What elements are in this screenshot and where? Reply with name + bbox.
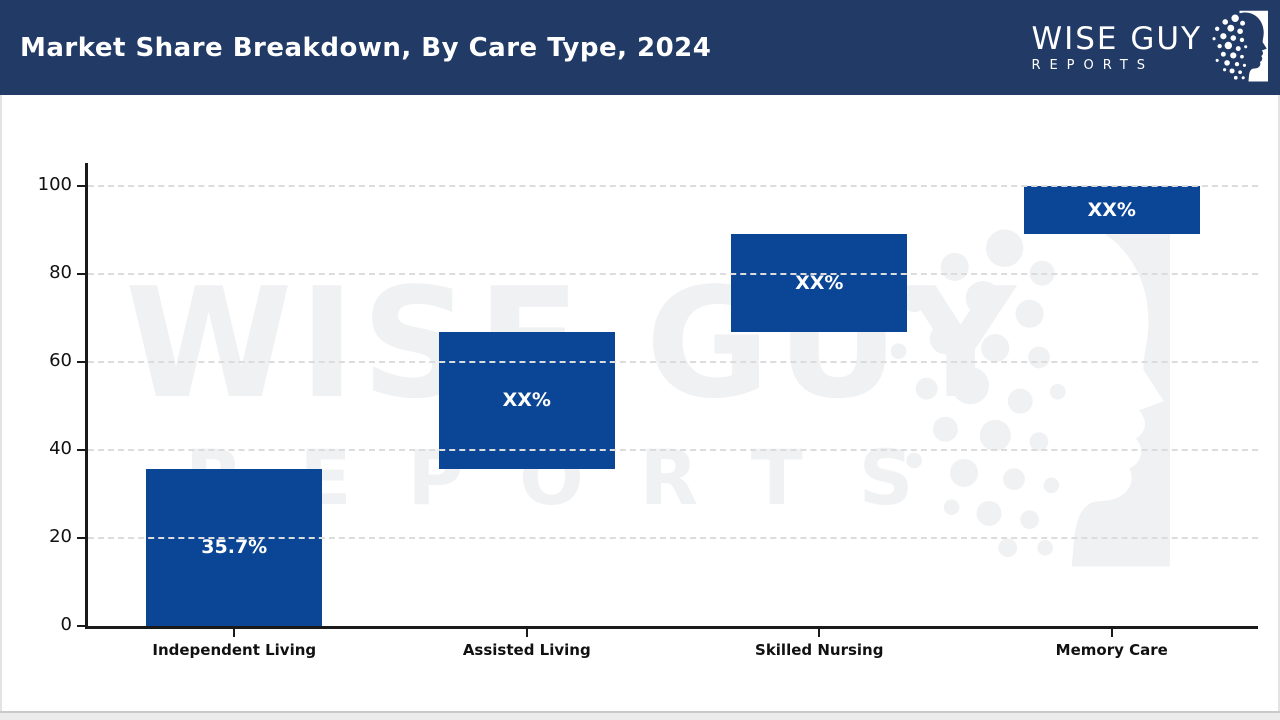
y-axis-tick-label: 0 (60, 614, 72, 635)
category-label: Memory Care (1055, 641, 1168, 659)
y-axis-tick-40 (77, 449, 85, 451)
x-axis-tick-2 (818, 629, 821, 637)
y-axis-tick-label: 80 (49, 262, 72, 283)
gridline-40 (88, 449, 1258, 451)
x-axis-line (85, 626, 1258, 629)
y-axis-tick-100 (77, 185, 85, 187)
brand-logo: WISE GUY REPORTS (1031, 8, 1280, 88)
bar-2 (731, 233, 908, 332)
bar-3 (1023, 186, 1200, 234)
bar-value-label: XX% (795, 271, 844, 294)
category-label: Assisted Living (462, 641, 591, 659)
page-title: Market Share Breakdown, By Care Type, 20… (20, 32, 712, 63)
gridline-20 (88, 537, 1258, 539)
chart-canvas: WISE GUY REPORTS 0 20 40 60 80 100 35.7% Indepe… (0, 95, 1280, 711)
y-axis-line (85, 163, 88, 629)
gridline-80 (88, 273, 1258, 275)
x-axis-tick-1 (525, 629, 528, 637)
gridline-60 (88, 361, 1258, 363)
logo-face-icon (1206, 8, 1268, 88)
logo-wordmark: WISE GUY REPORTS (1031, 20, 1202, 73)
y-axis-tick-label: 60 (49, 350, 72, 371)
y-axis-tick-60 (77, 361, 85, 363)
gridline-100 (88, 185, 1258, 187)
y-axis-tick-80 (77, 273, 85, 275)
y-axis-tick-20 (77, 537, 85, 539)
bar-1 (438, 331, 615, 469)
logo-wordmark-line2: REPORTS (1031, 57, 1155, 73)
bar-value-label: XX% (502, 389, 551, 412)
logo-wordmark-line1: WISE GUY (1031, 20, 1202, 57)
y-axis-tick-0 (77, 625, 85, 627)
category-label: Independent Living (152, 641, 317, 659)
y-axis-tick-label: 20 (49, 526, 72, 547)
bottom-border-band (0, 711, 1280, 720)
x-axis-tick-3 (1110, 629, 1113, 637)
bar-value-label: 35.7% (201, 536, 268, 559)
y-axis-tick-label: 100 (37, 174, 72, 195)
left-border (0, 95, 2, 711)
category-label: Skilled Nursing (755, 641, 884, 659)
bar-value-label: XX% (1087, 198, 1136, 221)
header-bar: Market Share Breakdown, By Care Type, 20… (0, 0, 1280, 95)
bar-0 (146, 468, 323, 626)
x-axis-tick-0 (233, 629, 236, 637)
y-axis-tick-label: 40 (49, 438, 72, 459)
right-border (1278, 95, 1280, 711)
